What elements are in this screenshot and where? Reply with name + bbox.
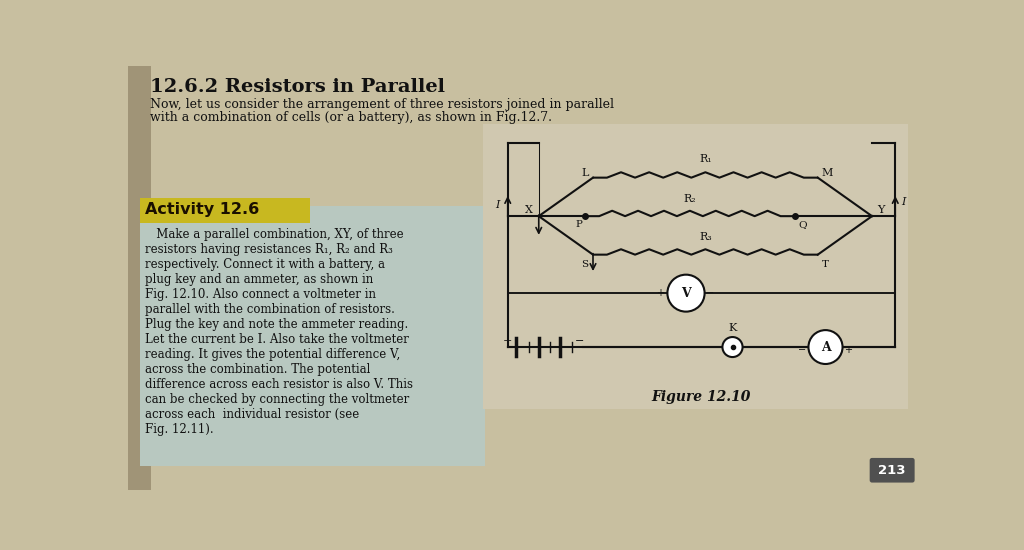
Text: A: A <box>820 340 830 354</box>
Text: S: S <box>582 260 589 269</box>
Text: T: T <box>821 260 828 269</box>
Text: parallel with the combination of resistors.: parallel with the combination of resisto… <box>145 302 395 316</box>
Text: V: V <box>681 287 691 300</box>
FancyBboxPatch shape <box>869 458 914 482</box>
Text: can be checked by connecting the voltmeter: can be checked by connecting the voltmet… <box>145 393 410 406</box>
Text: I: I <box>901 196 906 207</box>
Text: P: P <box>575 220 583 229</box>
Text: difference across each resistor is also V. This: difference across each resistor is also … <box>145 378 413 391</box>
Text: R₃: R₃ <box>699 232 712 243</box>
Text: with a combination of cells (or a battery), as shown in Fig.12.7.: with a combination of cells (or a batter… <box>150 111 552 124</box>
Text: I: I <box>496 200 500 211</box>
Text: −: − <box>575 336 585 346</box>
Text: Q: Q <box>799 220 807 229</box>
Text: −: − <box>798 345 806 355</box>
Text: +: + <box>503 336 512 346</box>
Text: Plug the key and note the ammeter reading.: Plug the key and note the ammeter readin… <box>145 318 409 331</box>
Text: 12.6.2 Resistors in Parallel: 12.6.2 Resistors in Parallel <box>150 78 444 96</box>
Text: K: K <box>728 323 736 333</box>
Text: 213: 213 <box>879 464 906 477</box>
Circle shape <box>668 274 705 312</box>
Text: M: M <box>821 168 833 178</box>
Text: R₁: R₁ <box>699 154 712 164</box>
Bar <box>139 199 310 223</box>
Text: across the combination. The potential: across the combination. The potential <box>145 363 371 376</box>
Bar <box>128 66 152 490</box>
Text: +: + <box>656 288 665 298</box>
Text: Let the current be I. Also take the voltmeter: Let the current be I. Also take the volt… <box>145 333 409 346</box>
Text: Figure 12.10: Figure 12.10 <box>652 390 752 404</box>
Text: Activity 12.6: Activity 12.6 <box>145 202 259 217</box>
Text: resistors having resistances R₁, R₂ and R₃: resistors having resistances R₁, R₂ and … <box>145 243 393 256</box>
Text: −: − <box>707 288 715 298</box>
Text: R₂: R₂ <box>684 194 696 204</box>
Bar <box>483 124 907 409</box>
Text: respectively. Connect it with a battery, a: respectively. Connect it with a battery,… <box>145 258 385 271</box>
Text: +: + <box>844 345 852 355</box>
Text: Make a parallel combination, XY, of three: Make a parallel combination, XY, of thre… <box>145 228 403 241</box>
Text: across each  individual resistor (see: across each individual resistor (see <box>145 408 359 421</box>
Circle shape <box>722 337 742 357</box>
Text: X: X <box>524 205 532 215</box>
Text: Now, let us consider the arrangement of three resistors joined in parallel: Now, let us consider the arrangement of … <box>150 98 613 111</box>
Text: Fig. 12.11).: Fig. 12.11). <box>145 423 214 436</box>
Text: Y: Y <box>877 205 884 215</box>
Bar <box>139 206 484 466</box>
Text: reading. It gives the potential difference V,: reading. It gives the potential differen… <box>145 348 400 361</box>
Circle shape <box>809 330 843 364</box>
Text: plug key and an ammeter, as shown in: plug key and an ammeter, as shown in <box>145 273 374 286</box>
Text: Fig. 12.10. Also connect a voltmeter in: Fig. 12.10. Also connect a voltmeter in <box>145 288 376 301</box>
Text: L: L <box>581 168 589 178</box>
